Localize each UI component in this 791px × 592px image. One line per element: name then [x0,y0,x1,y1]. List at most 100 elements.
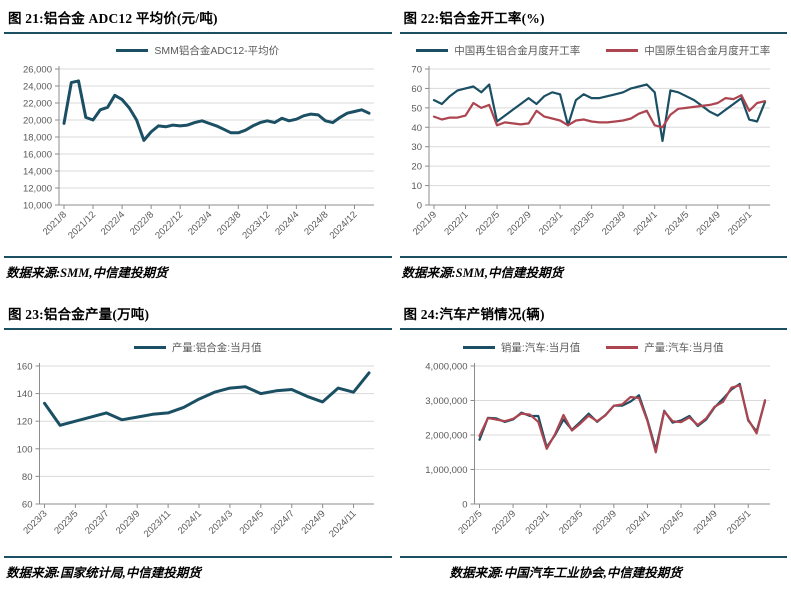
y-axis-label: 120 [17,417,33,428]
x-axis-label: 2024/5 [662,209,690,237]
y-axis-label: 100 [17,444,33,455]
y-axis-label: 12,000 [23,184,52,195]
y-axis-label: 160 [17,362,33,373]
figure-23-header: 图 23:铝合金产量(万吨) [4,296,392,330]
y-axis-label: 0 [416,201,421,212]
legend-item: SMM铝合金ADC12-平均价 [116,43,279,58]
y-axis-label: 20,000 [23,116,52,127]
x-axis-label: 2024/9 [691,508,719,536]
data-source-note: 数据来源:SMM,中信建投期货 [401,266,563,280]
legend-line-swatch [606,345,639,349]
chart-area: 0 10 20 30 40 50 60 70 2021/9 2022/1 2022/5 2022/9 2… [400,61,788,256]
figure-title: 图 22:铝合金开工率(%) [403,11,545,26]
x-axis-label: 2024/1 [624,508,652,536]
data-series-line [477,382,766,451]
figure-24-header: 图 24:汽车产销情况(辆) [399,296,787,330]
x-axis-label: 2024/1 [631,209,659,237]
legend-line-swatch [416,49,449,52]
y-axis-label: 18,000 [23,133,52,144]
x-axis-label: 2024/1 [176,508,204,536]
data-source-note: 数据来源:国家统计局,中信建投期货 [6,566,201,580]
chart-area: 0 1,000,000 2,000,000 3,000,000 4,000,000 202… [400,358,788,555]
x-axis-label: 2023/5 [557,508,585,536]
legend-label: 中国再生铝合金月度开工率 [454,45,581,57]
x-axis-label: 2023/7 [83,508,111,536]
figure-22-footer: 数据来源:SMM,中信建投期货 [399,256,787,282]
y-axis-label: 14,000 [23,167,52,178]
y-axis-label: 20 [411,162,422,173]
legend-item: 中国再生铝合金月度开工率 [416,43,580,58]
legend-label: 产量:铝合金:当月值 [171,341,262,354]
x-axis-label: 2023/1 [536,209,564,237]
x-axis-label: 2022/9 [505,209,533,237]
x-axis-label: 2023/5 [52,508,80,536]
legend-label: 中国原生铝合金月度开工率 [644,45,771,57]
legend-item: 产量:铝合金:当月值 [133,340,262,355]
x-axis-label: 2024/5 [238,508,266,536]
y-axis-label: 22,000 [23,99,52,110]
chart-canvas: 0 1,000,000 2,000,000 3,000,000 4,000,000 202… [425,362,770,537]
chart-area: 60 80 100 120 140 160 2023/3 2023/5 2023/7 2023/9… [4,358,392,555]
y-axis-label: 0 [462,500,467,511]
figure-24-block: 图 24:汽车产销情况(辆) 销量:汽车:当月值 产量:汽车:当月值 0 1,000… [399,296,788,592]
x-axis-label: 2023/8 [215,209,243,237]
legend-label: SMM铝合金ADC12-平均价 [154,45,280,57]
x-axis-label: 2022/1 [442,209,470,237]
figure-21-header: 图 21:铝合金 ADC12 平均价(元/吨) [4,0,392,34]
legend-line-swatch [462,345,495,349]
x-axis-label: 2024/3 [207,508,235,536]
chart-legend: 产量:铝合金:当月值 [4,338,392,356]
figure-21-footer: 数据来源:SMM,中信建投期货 [4,256,392,282]
figure-title: 图 21:铝合金 ADC12 平均价(元/吨) [8,11,218,26]
y-axis-label: 50 [411,103,422,114]
x-axis-label: 2024/9 [694,209,722,237]
x-axis-label: 2022/5 [473,209,501,237]
x-axis-label: 2024/11 [327,508,359,540]
y-axis-label: 4,000,000 [425,362,467,373]
x-axis-label: 2021/8 [41,209,69,237]
y-axis-label: 80 [22,472,33,483]
chart-area: 10,000 12,000 14,000 16,000 18,000 20,000 22,0… [4,61,392,256]
x-axis-label: 2024/7 [269,508,297,536]
data-series-line [432,83,766,143]
x-axis-label: 2023/12 [240,209,272,241]
y-axis-label: 60 [411,84,422,95]
y-axis-label: 40 [411,123,422,134]
data-series-line [432,94,766,129]
data-source-note: 数据来源:SMM,中信建投期货 [6,266,168,280]
legend-line-swatch [133,345,166,349]
x-axis-label: 2023/4 [186,209,214,237]
chart-legend: 中国再生铝合金月度开工率 中国原生铝合金月度开工率 [400,42,788,59]
y-axis-label: 16,000 [23,150,52,161]
data-series-line [62,79,371,142]
figure-23-footer: 数据来源:国家统计局,中信建投期货 [4,556,392,582]
y-axis-label: 140 [17,389,33,400]
figure-title: 图 24:汽车产销情况(辆) [403,307,545,322]
x-axis-label: 2024/9 [299,508,327,536]
chart-legend: 销量:汽车:当月值 产量:汽车:当月值 [400,338,788,356]
x-axis-label: 2025/1 [726,209,754,237]
y-axis-label: 2,000,000 [425,431,467,442]
legend-item: 产量:汽车:当月值 [606,340,724,355]
x-axis-label: 2025/1 [724,508,752,536]
legend-item: 销量:汽车:当月值 [462,340,580,355]
y-axis-label: 3,000,000 [425,396,467,407]
x-axis-label: 2023/1 [523,508,551,536]
data-source-note: 数据来源:中国汽车工业协会,中信建投期货 [449,566,682,580]
x-axis-label: 2024/12 [328,209,360,241]
x-axis-label: 2023/11 [142,508,174,540]
x-axis-label: 2024/8 [302,209,330,237]
x-axis-label: 2022/12 [153,209,185,241]
y-axis-label: 10 [411,181,422,192]
x-axis-label: 2023/9 [590,508,618,536]
x-axis-label: 2024/4 [273,209,301,237]
x-axis-label: 2021/12 [66,209,98,241]
x-axis-label: 2024/5 [657,508,685,536]
legend-line-swatch [116,49,149,52]
chart-legend: SMM铝合金ADC12-平均价 [4,42,392,59]
legend-item: 中国原生铝合金月度开工率 [606,43,770,58]
chart-canvas: 10,000 12,000 14,000 16,000 18,000 20,000 22,0… [23,65,374,241]
figure-22-block: 图 22:铝合金开工率(%) 中国再生铝合金月度开工率 中国原生铝合金月度开工率 … [399,0,788,296]
